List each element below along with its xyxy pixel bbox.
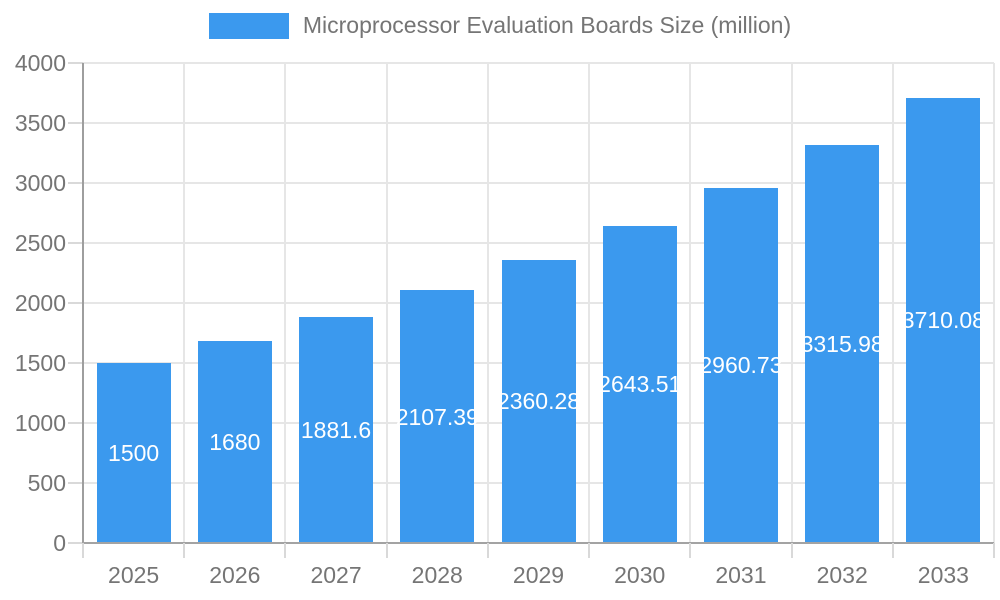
y-axis-label: 500 [27,470,66,496]
y-axis-tick [68,182,83,184]
y-axis-label: 3500 [14,110,66,136]
x-axis-tick [689,543,692,558]
x-axis-tick [790,543,793,558]
x-axis-label: 2030 [614,562,666,588]
x-axis-label: 2029 [512,562,565,588]
x-axis-label: 2025 [108,562,160,588]
legend-item[interactable]: Microprocessor Evaluation Boards Size (m… [208,12,792,39]
x-gridline [486,63,489,543]
bar-value-label: 3315.98 [800,331,884,358]
x-gridline [284,63,287,543]
y-gridline [83,182,994,184]
y-axis-tick [68,542,83,544]
x-axis-label: 2028 [411,562,463,588]
x-axis-label: 2033 [917,562,969,588]
x-gridline [689,63,692,543]
bar-value-label: 1500 [108,440,160,466]
y-axis-label: 4000 [14,50,66,76]
bar-value-label: 1680 [209,429,261,456]
y-gridline [83,242,994,244]
x-axis-tick [82,543,84,558]
y-axis-tick [68,302,83,304]
bar [602,225,677,543]
y-gridline [83,122,994,124]
bar-value-label: 3710.08 [901,307,985,334]
bar-value-label: 1881.6 [300,417,372,444]
x-axis-tick [993,543,995,558]
y-axis-label: 0 [53,530,66,556]
bar [400,290,475,543]
x-axis-label: 2027 [310,562,362,588]
bar-value-label: 2107.39 [395,403,479,430]
bar [906,97,981,543]
x-gridline [993,63,995,543]
x-axis-tick [183,543,186,558]
y-axis-label: 1500 [14,350,66,376]
x-axis-tick [284,543,287,558]
bar [299,317,374,543]
x-gridline [183,63,186,543]
y-axis-label: 3000 [14,170,66,196]
bar-value-label: 2360.28 [496,388,581,415]
x-axis-label: 2031 [715,562,767,588]
chart-legend: Microprocessor Evaluation Boards Size (m… [0,12,1000,39]
x-gridline [790,63,793,543]
bar [197,341,272,543]
bar [703,187,778,543]
bar-value-label: 2960.73 [699,352,783,379]
bar [501,259,576,543]
y-axis-tick [68,482,83,484]
x-gridline [588,63,591,543]
x-axis-tick [385,543,388,558]
y-gridline [83,62,994,64]
legend-label: Microprocessor Evaluation Boards Size (m… [302,12,792,38]
x-axis-line [83,542,994,544]
y-axis-tick [68,362,83,364]
bar [805,145,880,543]
bar-value-label: 2643.51 [598,371,682,398]
x-axis-label: 2026 [209,562,261,588]
x-axis-tick [588,543,591,558]
bar [96,363,171,543]
y-axis-tick [68,122,83,124]
y-axis-label: 2500 [14,230,66,256]
x-gridline [891,63,894,543]
legend-swatch-icon [208,12,289,39]
y-axis-tick [68,422,83,424]
x-axis-tick [486,543,489,558]
y-axis-label: 2000 [14,290,66,316]
y-axis-tick [68,242,83,244]
x-axis-label: 2032 [816,562,868,588]
y-axis-tick [68,62,83,64]
y-axis-line [82,63,84,543]
x-axis-tick [891,543,894,558]
x-gridline [385,63,388,543]
y-axis-label: 1000 [14,410,66,436]
